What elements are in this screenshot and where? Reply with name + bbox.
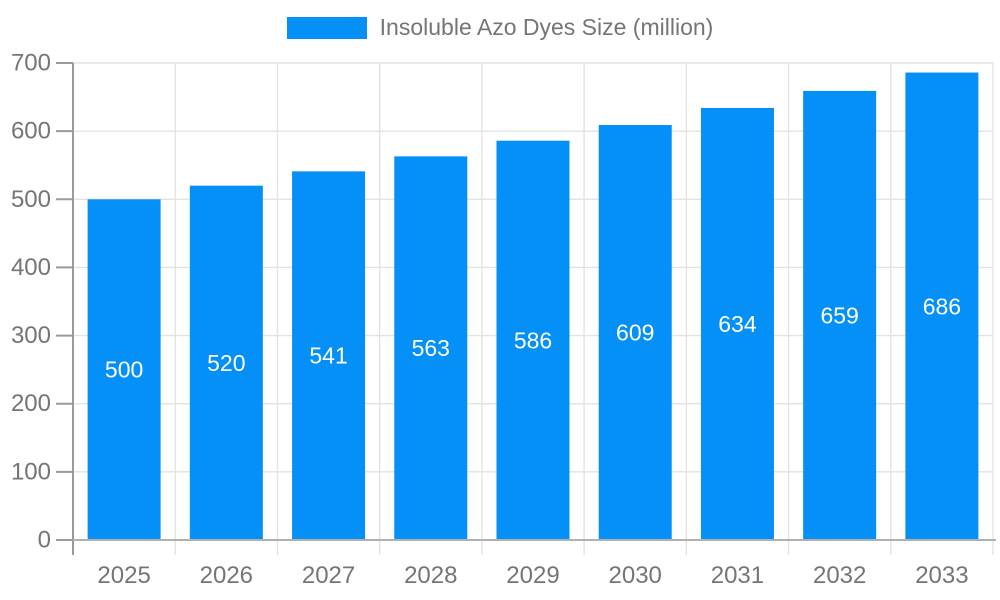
- bar[interactable]: [394, 156, 468, 539]
- bar[interactable]: [496, 140, 570, 539]
- y-axis-label: 600: [11, 118, 51, 145]
- bar[interactable]: [905, 72, 979, 539]
- bar-value-label: 520: [207, 350, 245, 376]
- bar-value-label: 609: [616, 320, 654, 346]
- bar-value-label: 659: [820, 302, 858, 328]
- y-axis-label: 0: [38, 527, 51, 554]
- y-axis-label: 500: [11, 186, 51, 213]
- bar-value-label: 634: [718, 311, 757, 337]
- x-axis-label[interactable]: 2028: [404, 562, 457, 589]
- bar[interactable]: [700, 107, 774, 539]
- legend-swatch: [286, 16, 367, 39]
- chart-legend[interactable]: Insoluble Azo Dyes Size (million): [0, 16, 1000, 39]
- x-axis-label[interactable]: 2033: [915, 562, 968, 589]
- bar-value-label: 686: [923, 293, 961, 319]
- bar-value-label: 586: [514, 327, 552, 353]
- x-axis-label[interactable]: 2025: [97, 562, 150, 589]
- bar-value-label: 563: [412, 335, 450, 361]
- bar[interactable]: [189, 185, 263, 539]
- y-axis-label: 700: [11, 50, 51, 77]
- bar-value-label: 500: [105, 357, 143, 383]
- x-axis-label[interactable]: 2029: [506, 562, 559, 589]
- y-axis-label: 300: [11, 322, 51, 349]
- x-axis-label[interactable]: 2027: [302, 562, 355, 589]
- x-axis-label[interactable]: 2026: [200, 562, 253, 589]
- y-axis-label: 100: [11, 458, 51, 485]
- y-axis-label: 200: [11, 390, 51, 417]
- bar[interactable]: [803, 90, 877, 539]
- bar[interactable]: [292, 171, 366, 539]
- legend-label: Insoluble Azo Dyes Size (million): [379, 14, 714, 40]
- bar[interactable]: [87, 199, 161, 540]
- y-axis-label: 400: [11, 254, 51, 281]
- x-axis-label[interactable]: 2030: [609, 562, 662, 589]
- bar[interactable]: [598, 125, 672, 539]
- bar-value-label: 541: [309, 343, 347, 369]
- x-axis-label[interactable]: 2031: [711, 562, 764, 589]
- x-axis-label[interactable]: 2032: [813, 562, 866, 589]
